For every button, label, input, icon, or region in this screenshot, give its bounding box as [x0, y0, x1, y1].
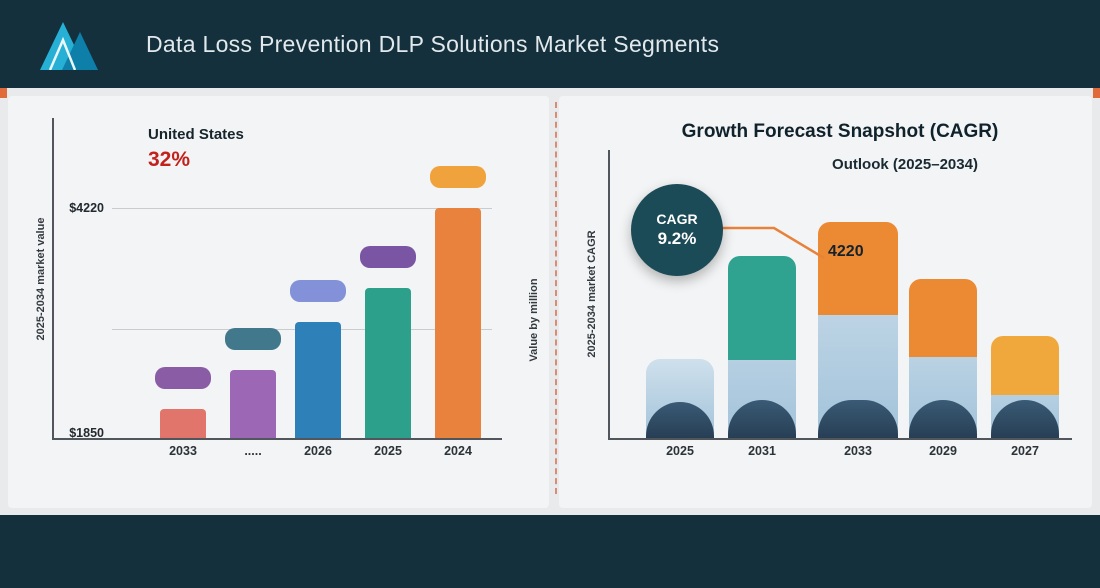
cagr-badge-value: 9.2% — [657, 229, 697, 248]
right-y-axis — [608, 150, 610, 440]
right-bar-top — [818, 222, 898, 315]
header-bar: Data Loss Prevention DLP Solutions Marke… — [0, 0, 1100, 88]
cagr-badge: CAGR 9.2% — [631, 184, 723, 276]
left-bar-2033 — [160, 409, 206, 438]
left-x-axis — [52, 438, 502, 440]
right-chart-x-labels: 2025 2031 2033 2029 2027 — [608, 444, 1072, 462]
right-bar-top — [909, 279, 977, 357]
left-x-label: 2024 — [444, 444, 472, 458]
dashed-divider — [555, 102, 557, 494]
left-chart-bars — [54, 120, 502, 438]
left-bar-2025 — [365, 288, 411, 438]
right-chart-title: Growth Forecast Snapshot (CAGR) — [681, 121, 999, 142]
ama-logo-icon — [40, 22, 98, 70]
ama-logo — [38, 18, 104, 70]
right-x-axis — [608, 438, 1072, 440]
accent-strip-left — [0, 88, 7, 98]
cagr-connector-line — [718, 226, 825, 260]
right-x-label: 2025 — [666, 444, 694, 458]
right-bar-top — [991, 336, 1059, 395]
left-bar-2024 — [435, 208, 481, 438]
left-y-axis-label: 2025-2034 market value — [35, 217, 47, 341]
left-y-tick-bottom: $1850 — [69, 426, 104, 440]
cagr-badge-label: CAGR — [656, 211, 698, 227]
right-x-label: 2029 — [929, 444, 957, 458]
left-bar-cap — [155, 367, 211, 389]
right-x-label: 2031 — [748, 444, 776, 458]
left-chart-title: United States — [148, 126, 244, 143]
right-bar-top — [728, 256, 796, 360]
left-x-label: 2025 — [374, 444, 402, 458]
peak-value-annotation: 4220 — [828, 243, 864, 260]
page-title: Data Loss Prevention DLP Solutions Marke… — [146, 30, 720, 57]
left-chart-highlight: 32% — [148, 148, 191, 171]
left-bar-cap — [290, 280, 346, 302]
left-x-label: 2033 — [169, 444, 197, 458]
right-x-label: 2027 — [1011, 444, 1039, 458]
left-bar-..... — [230, 370, 276, 438]
left-bar-cap — [225, 328, 281, 350]
left-bar-cap — [360, 246, 416, 268]
left-x-label: ..... — [244, 444, 262, 458]
right-chart-subtitle: Outlook (2025–2034) — [832, 156, 978, 173]
left-bar-2026 — [295, 322, 341, 438]
left-chart-x-labels: 2033..... 2026 2025 2024 — [54, 444, 502, 462]
accent-strip-right — [1093, 88, 1100, 98]
left-bar-cap — [430, 166, 486, 188]
right-y-axis-label: 2025-2034 market CAGR — [586, 230, 598, 358]
right-x-label: 2033 — [844, 444, 872, 458]
left-y-axis — [52, 118, 54, 440]
left-y-tick-top: $4220 — [69, 201, 104, 215]
middle-axis-label: Value by million — [528, 278, 540, 362]
right-chart-bars — [608, 150, 1072, 438]
left-gridline-top — [112, 208, 492, 209]
left-x-label: 2026 — [304, 444, 332, 458]
right-bar-dome — [818, 400, 898, 438]
footer-bar: @ All Market Analysis Snapshot GlobalDat… — [0, 515, 1100, 588]
